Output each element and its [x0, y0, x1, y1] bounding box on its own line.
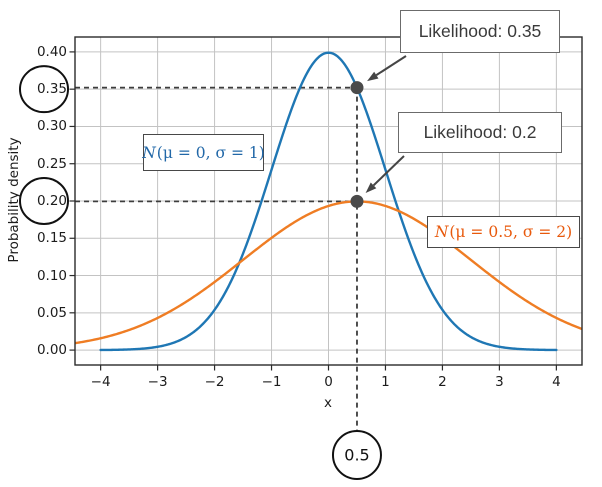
- y-tick-label: 0.30: [36, 118, 67, 135]
- annotation-arrow-1: [367, 55, 407, 82]
- x-tick-label: 0: [324, 374, 333, 390]
- series-label-normal-2: N (μ = 0.5, σ = 2): [427, 216, 580, 248]
- x-tick-label: 3: [495, 374, 504, 390]
- annotation-likelihood-box-2: Likelihood: 0.2: [398, 112, 562, 153]
- circled-y-tick: [19, 65, 69, 114]
- circled-y-tick: [19, 177, 69, 225]
- y-tick-label: 0.40: [36, 43, 67, 60]
- curve-normal-mu-0-sigma-1: [99, 51, 558, 352]
- annotation-arrow-2: [365, 155, 405, 194]
- y-axis-label: Probability density: [6, 137, 22, 263]
- series-label-symbol-2: N: [434, 223, 449, 241]
- x-tick-label: 1: [381, 374, 390, 390]
- x-tick-label: 4: [552, 374, 561, 390]
- x-tick-label: −2: [204, 374, 225, 390]
- y-tick-label: 0.20: [36, 193, 67, 209]
- likelihood-dot-1: [350, 81, 364, 95]
- y-tick-label: 0.35: [36, 81, 67, 98]
- annotation-likelihood-text-2: Likelihood: 0.2: [423, 122, 537, 142]
- tick-marks: [69, 51, 557, 371]
- y-tick-label: 0.05: [36, 304, 67, 321]
- circled-x-outline: [331, 430, 382, 480]
- series-label-args-1: (μ = 0, σ = 1): [156, 143, 265, 162]
- annotation-likelihood-text-1: Likelihood: 0.35: [418, 21, 542, 41]
- series-label-normal-1: N (μ = 0, σ = 1): [142, 134, 265, 171]
- curve-normal-mu-0.5-sigma-2: [75, 200, 582, 345]
- series-label-args-2: (μ = 0.5, σ = 2): [449, 223, 573, 241]
- likelihood-dot-2: [350, 194, 364, 208]
- y-tick-label: 0.15: [36, 230, 67, 247]
- annotation-likelihood-box-1: Likelihood: 0.35: [400, 10, 560, 53]
- circled-x-value: 0.5: [344, 445, 370, 465]
- y-tick-label: 0.25: [36, 155, 67, 172]
- dashed-guides: [75, 86, 358, 430]
- y-tick-label: 0.10: [36, 267, 67, 284]
- x-tick-label: 2: [438, 374, 447, 390]
- x-tick-label: −3: [147, 374, 168, 390]
- x-axis-label: x: [324, 395, 332, 411]
- x-tick-label: −4: [90, 374, 111, 390]
- x-tick-label: −1: [261, 374, 282, 390]
- y-tick-label: 0.00: [36, 342, 67, 359]
- series-label-symbol-1: N: [142, 143, 156, 162]
